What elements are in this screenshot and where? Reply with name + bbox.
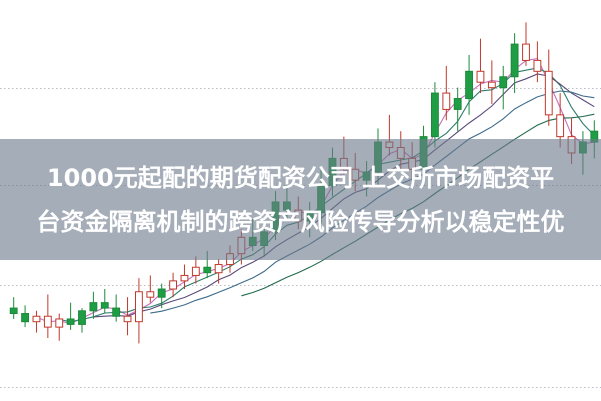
candle-body — [431, 92, 439, 138]
candle-body — [556, 114, 565, 138]
candle-body — [487, 81, 496, 89]
candle-body — [476, 70, 485, 83]
candle-body — [78, 310, 86, 325]
candle-body — [214, 264, 223, 274]
candle-body — [89, 302, 98, 312]
candle-body — [66, 318, 75, 325]
candle-body — [9, 307, 18, 315]
candle-body — [442, 92, 451, 110]
candle-body — [135, 291, 143, 323]
headline-line-2: 台资金隔离机制的跨资产风险传导分析以稳定性优 — [36, 207, 565, 236]
candle-body — [112, 307, 121, 317]
candle-body — [55, 318, 64, 328]
candle-body — [180, 274, 189, 282]
candle-body — [123, 315, 132, 323]
candle-body — [533, 59, 542, 72]
headline-overlay: 1000元起配的期货配资公司 上交所市场配资平 台资金隔离机制的跨资产风险传导分… — [0, 139, 601, 260]
candle-body — [522, 43, 530, 61]
candle-body — [203, 266, 212, 274]
candle-body — [191, 266, 200, 276]
candle-body — [169, 280, 177, 290]
candle-body — [544, 70, 553, 116]
candle-body — [21, 313, 29, 323]
candle-body — [43, 315, 52, 328]
candle-body — [146, 291, 155, 298]
candle-body — [453, 98, 462, 110]
candle-body — [100, 302, 109, 309]
candle-body — [32, 315, 41, 323]
candle-body — [510, 43, 519, 78]
candle-body — [465, 70, 473, 100]
headline-line-1: 1000元起配的期货配资公司 上交所市场配资平 — [46, 163, 555, 192]
candle-body — [157, 288, 166, 298]
candle-body — [499, 76, 508, 89]
